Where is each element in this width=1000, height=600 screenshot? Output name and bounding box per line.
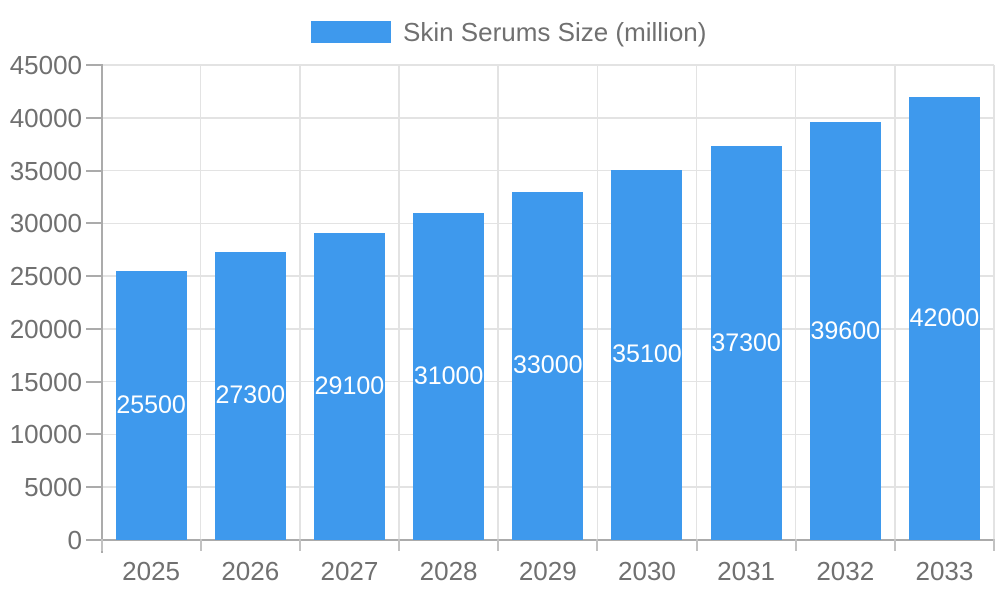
- bar-value-label: 29100: [314, 371, 385, 400]
- bar: 29100: [313, 232, 385, 540]
- v-gridline: [894, 65, 896, 540]
- bar-value-label: 42000: [909, 303, 980, 332]
- y-tick-label: 45000: [9, 50, 82, 80]
- bar: 25500: [115, 270, 187, 540]
- y-tick: [86, 327, 101, 330]
- v-gridline: [993, 65, 995, 540]
- y-tick-label: 30000: [9, 208, 82, 239]
- v-gridline: [596, 65, 599, 540]
- legend-label: Skin Serums Size (million): [403, 17, 707, 47]
- y-tick: [86, 433, 101, 436]
- h-gridline: [101, 169, 994, 172]
- y-tick: [86, 380, 101, 383]
- x-tick-label: 2026: [221, 556, 280, 586]
- h-gridline: [101, 117, 994, 119]
- y-tick-label: 0: [67, 525, 82, 555]
- y-tick: [86, 275, 101, 278]
- x-axis-line: [101, 539, 994, 541]
- y-tick: [86, 539, 101, 541]
- y-tick-label: 20000: [9, 313, 82, 344]
- x-tick-label: 2031: [717, 556, 775, 586]
- bar: 33000: [512, 191, 584, 540]
- x-tick: [298, 539, 301, 551]
- h-gridline: [101, 64, 994, 66]
- x-tick: [398, 539, 400, 551]
- x-tick: [497, 539, 500, 551]
- x-tick: [695, 539, 698, 551]
- y-tick-label: 25000: [9, 261, 82, 292]
- y-tick-label: 35000: [9, 155, 82, 186]
- y-axis-line: [100, 64, 103, 553]
- y-tick: [86, 64, 101, 66]
- bar-value-label: 31000: [413, 361, 484, 390]
- v-gridline: [299, 65, 301, 540]
- v-gridline: [199, 65, 202, 540]
- bar: 31000: [413, 212, 485, 540]
- x-tick: [596, 539, 599, 551]
- bar-value-label: 25500: [116, 390, 186, 419]
- legend-swatch: [311, 21, 391, 43]
- bar-value-label: 35100: [612, 340, 682, 369]
- x-tick: [199, 539, 202, 551]
- bar: 39600: [809, 122, 881, 540]
- bar: 37300: [710, 146, 782, 540]
- y-tick-label: 40000: [9, 102, 82, 133]
- x-tick-label: 2032: [816, 556, 875, 586]
- x-tick-label: 2030: [617, 556, 676, 586]
- y-tick-label: 5000: [24, 472, 82, 503]
- bar-value-label: 37300: [711, 328, 781, 357]
- bar-value-label: 27300: [215, 381, 286, 410]
- y-tick: [86, 486, 101, 489]
- y-tick: [86, 169, 101, 172]
- y-tick: [86, 222, 101, 225]
- v-gridline: [695, 65, 698, 540]
- x-tick-label: 2027: [320, 556, 379, 586]
- v-gridline: [497, 65, 499, 540]
- bar-value-label: 33000: [512, 351, 583, 380]
- v-gridline: [398, 65, 400, 540]
- bar: 35100: [611, 169, 683, 540]
- y-tick-label: 15000: [9, 366, 82, 397]
- x-tick: [893, 539, 896, 551]
- y-tick-label: 10000: [9, 419, 82, 450]
- bar: 27300: [214, 251, 286, 540]
- y-tick: [86, 116, 101, 119]
- bar: 42000: [908, 96, 980, 540]
- x-tick: [794, 539, 797, 551]
- x-tick-label: 2029: [518, 556, 577, 586]
- bar-value-label: 39600: [810, 316, 881, 345]
- x-tick-label: 2033: [915, 556, 974, 586]
- x-tick-label: 2025: [122, 556, 180, 586]
- x-tick: [100, 539, 103, 551]
- x-tick-label: 2028: [419, 556, 478, 586]
- x-tick: [993, 539, 995, 551]
- v-gridline: [794, 65, 797, 540]
